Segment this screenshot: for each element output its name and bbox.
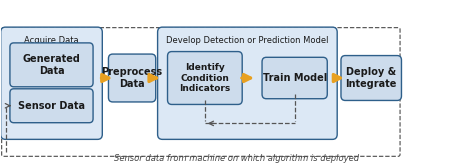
Text: Preprocess
Data: Preprocess Data — [101, 67, 163, 89]
FancyBboxPatch shape — [157, 27, 337, 139]
Text: Acquire Data: Acquire Data — [24, 36, 79, 45]
FancyBboxPatch shape — [167, 52, 242, 104]
Text: Sensor data from machine on which algorithm is deployed: Sensor data from machine on which algori… — [114, 154, 360, 163]
FancyBboxPatch shape — [341, 56, 401, 100]
Text: Train Model: Train Model — [263, 73, 327, 83]
FancyBboxPatch shape — [10, 89, 93, 123]
FancyBboxPatch shape — [10, 43, 93, 87]
Text: Deploy &
Integrate: Deploy & Integrate — [346, 67, 397, 89]
Text: Identify
Condition
Indicators: Identify Condition Indicators — [179, 63, 230, 93]
Text: Generated
Data: Generated Data — [23, 54, 81, 76]
Text: Sensor Data: Sensor Data — [18, 101, 85, 111]
FancyBboxPatch shape — [262, 57, 327, 99]
FancyBboxPatch shape — [0, 27, 102, 139]
FancyBboxPatch shape — [109, 54, 156, 102]
Text: Develop Detection or Prediction Model: Develop Detection or Prediction Model — [166, 36, 328, 45]
